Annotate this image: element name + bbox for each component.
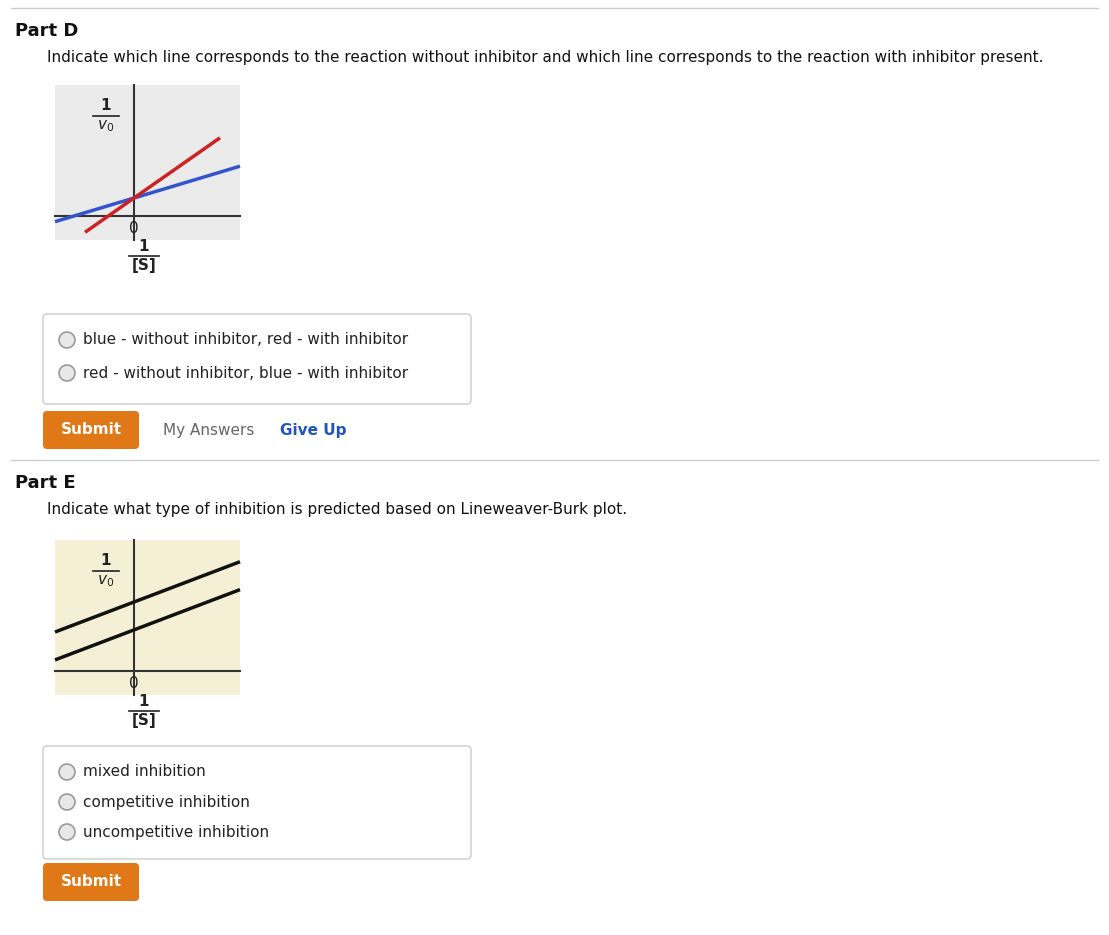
FancyBboxPatch shape bbox=[43, 863, 139, 901]
Text: red - without inhibitor, blue - with inhibitor: red - without inhibitor, blue - with inh… bbox=[83, 366, 408, 381]
Text: 0: 0 bbox=[129, 221, 139, 236]
Text: 0: 0 bbox=[129, 676, 139, 691]
Bar bbox=[55, 540, 240, 695]
Circle shape bbox=[59, 794, 75, 810]
FancyBboxPatch shape bbox=[43, 746, 471, 859]
Text: My Answers: My Answers bbox=[163, 423, 254, 438]
Text: [S]: [S] bbox=[132, 258, 156, 273]
Text: Indicate which line corresponds to the reaction without inhibitor and which line: Indicate which line corresponds to the r… bbox=[47, 50, 1044, 65]
Text: Submit: Submit bbox=[60, 874, 122, 889]
Text: blue - without inhibitor, red - with inhibitor: blue - without inhibitor, red - with inh… bbox=[83, 333, 408, 348]
Text: $\mathit{v}_0$: $\mathit{v}_0$ bbox=[98, 573, 114, 589]
Text: 1: 1 bbox=[139, 239, 150, 254]
Text: competitive inhibition: competitive inhibition bbox=[83, 795, 250, 810]
Text: Submit: Submit bbox=[60, 423, 122, 438]
Circle shape bbox=[59, 764, 75, 780]
Text: $\mathit{v}_0$: $\mathit{v}_0$ bbox=[98, 118, 114, 134]
Text: 1: 1 bbox=[139, 694, 150, 709]
Text: [S]: [S] bbox=[132, 713, 156, 728]
Circle shape bbox=[59, 824, 75, 840]
Text: 1: 1 bbox=[101, 553, 111, 568]
Text: Part E: Part E bbox=[16, 474, 75, 492]
Text: mixed inhibition: mixed inhibition bbox=[83, 765, 206, 780]
FancyBboxPatch shape bbox=[43, 314, 471, 404]
Bar bbox=[55, 85, 240, 240]
Text: uncompetitive inhibition: uncompetitive inhibition bbox=[83, 825, 269, 840]
Circle shape bbox=[59, 332, 75, 348]
Text: Part D: Part D bbox=[16, 22, 79, 40]
Text: Give Up: Give Up bbox=[279, 423, 346, 438]
Text: 1: 1 bbox=[101, 98, 111, 113]
Circle shape bbox=[59, 365, 75, 381]
Text: Indicate what type of inhibition is predicted based on Lineweaver-Burk plot.: Indicate what type of inhibition is pred… bbox=[47, 502, 627, 517]
FancyBboxPatch shape bbox=[43, 411, 139, 449]
